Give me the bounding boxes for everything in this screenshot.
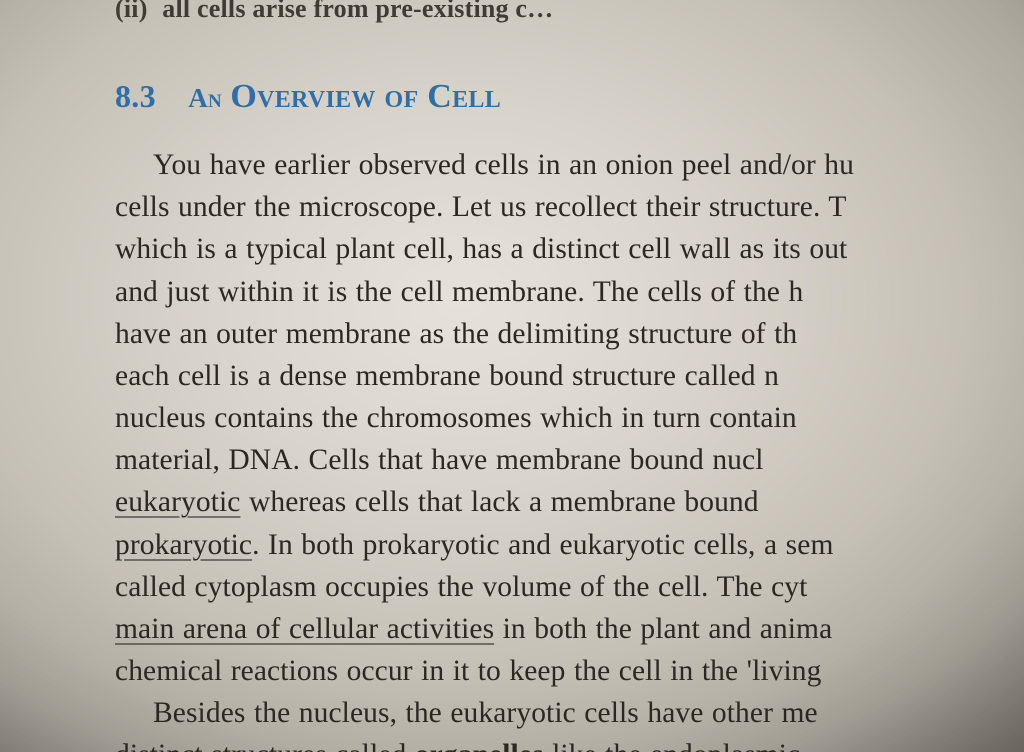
top-partial-text: all cells arise from pre-existing c…	[162, 0, 553, 23]
heading-number: 8.3	[115, 78, 156, 114]
p1-line-5: each cell is a dense membrane bound stru…	[115, 360, 779, 392]
p1-line-9: prokaryotic. In both prokaryotic and euk…	[115, 529, 834, 561]
heading-rest: Overview of Cell	[230, 78, 501, 115]
p1-line-12: chemical reactions occur in it to keep t…	[115, 655, 822, 687]
body-paragraph-1: You have earlier observed cells in an on…	[115, 144, 1024, 752]
p2-line-0: Besides the nucleus, the eukaryotic cell…	[153, 697, 818, 729]
p1-line-7: material, DNA. Cells that have membrane …	[115, 444, 764, 476]
p1-line-4: have an outer membrane as the delimiting…	[115, 318, 797, 350]
page-container: (ii) all cells arise from pre-existing c…	[0, 0, 1024, 752]
list-marker-ii: (ii)	[115, 0, 148, 23]
top-partial-line: (ii) all cells arise from pre-existing c…	[115, 0, 1024, 24]
p1-line-8: eukaryotic whereas cells that lack a mem…	[115, 486, 759, 518]
heading-an: An	[188, 83, 222, 113]
p1-line-10: called cytoplasm occupies the volume of …	[115, 571, 807, 603]
p1-line-0: You have earlier observed cells in an on…	[153, 149, 854, 181]
p1-line-1: cells under the microscope. Let us recol…	[115, 191, 847, 223]
p1-line-11: main arena of cellular activities in bot…	[115, 613, 832, 645]
p2-line-1: distinct structures called organelles li…	[115, 739, 800, 752]
section-heading: 8.3 An Overview of Cell	[115, 78, 1024, 116]
p1-line-2: which is a typical plant cell, has a dis…	[115, 233, 847, 265]
p1-line-6: nucleus contains the chromosomes which i…	[115, 402, 797, 434]
p1-line-3: and just within it is the cell membrane.…	[115, 276, 803, 308]
